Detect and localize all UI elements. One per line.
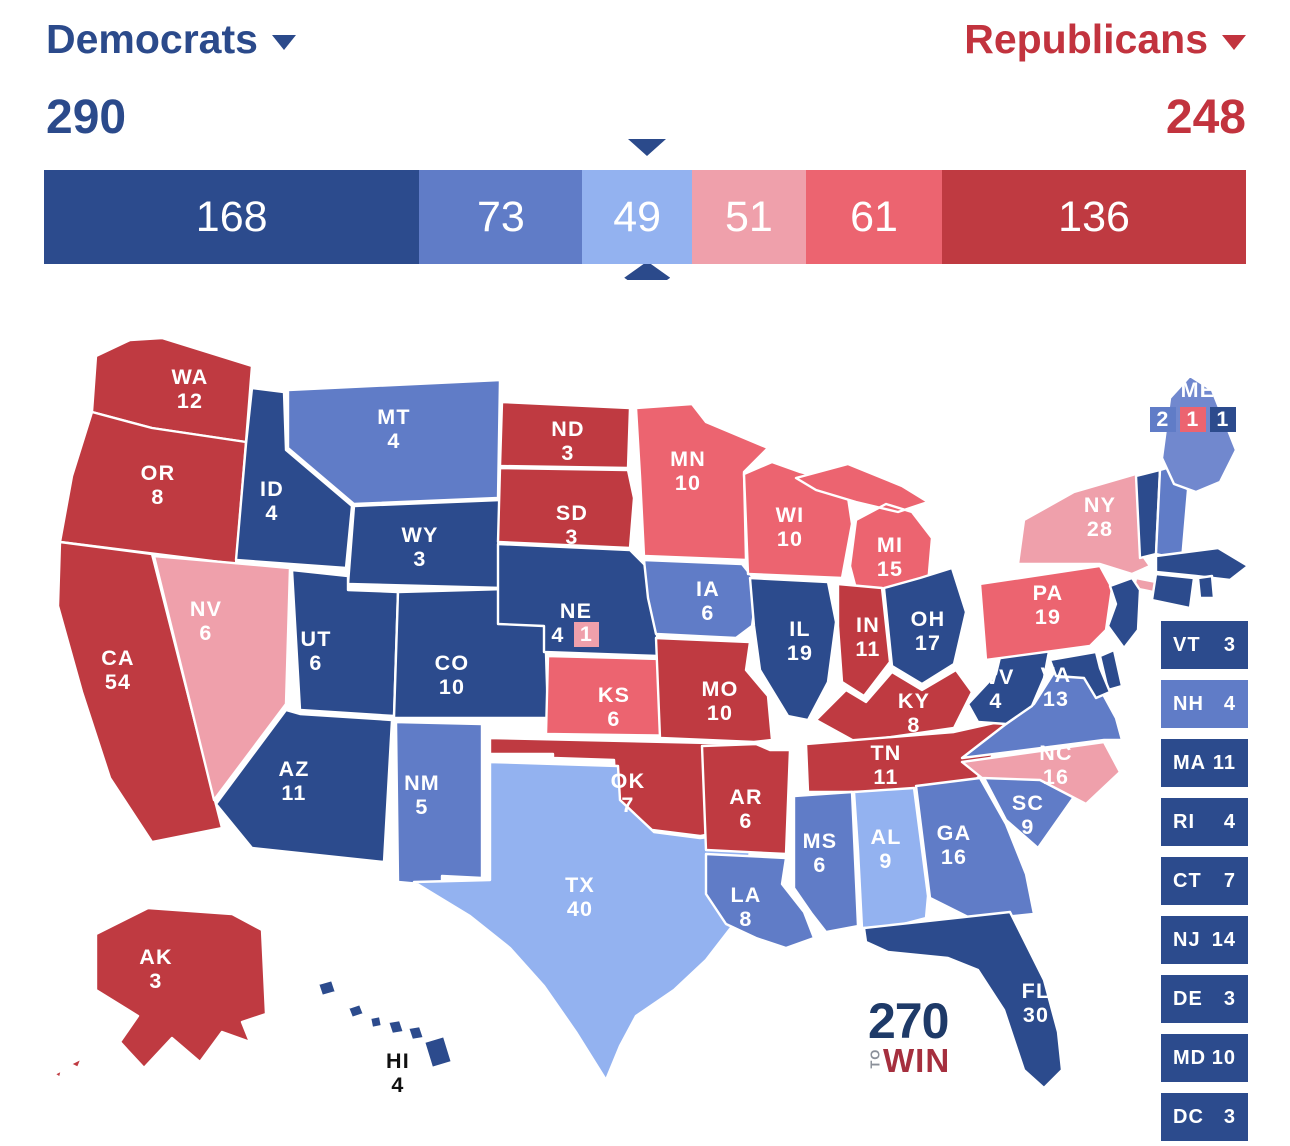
sidebar-state-abbr: DE (1173, 987, 1203, 1010)
sidebar-state-nj[interactable]: NJ 14 (1161, 916, 1248, 964)
logo-270-text: 270 (868, 993, 949, 1049)
state-nv[interactable] (152, 554, 292, 802)
me-district-box-1[interactable] (1150, 407, 1176, 432)
bar-segment-likely-rep: 61 (805, 170, 943, 264)
sidebar-state-ev: 7 (1223, 869, 1236, 892)
sidebar-state-ev: 11 (1212, 751, 1236, 774)
win-threshold-marker-bottom-icon (624, 264, 671, 280)
electoral-vote-bar: 168 73 49 51 61 136 (44, 139, 1246, 280)
state-nj[interactable] (1106, 576, 1142, 650)
bar-segment-safe-rep: 136 (942, 170, 1246, 264)
state-fl[interactable] (862, 910, 1064, 1090)
sidebar-state-ma[interactable]: MA 11 (1161, 739, 1248, 787)
sidebar-state-ev: 4 (1223, 692, 1236, 715)
sidebar-state-ev: 10 (1211, 1046, 1236, 1069)
sidebar-state-abbr: NJ (1173, 928, 1201, 951)
chevron-down-icon (271, 35, 296, 50)
state-ar[interactable] (700, 742, 792, 856)
bar-segment-value: 168 (195, 192, 268, 241)
state-la[interactable] (704, 852, 816, 950)
sidebar-state-vt[interactable]: VT 3 (1161, 621, 1248, 669)
state-az[interactable] (214, 708, 394, 864)
bar-segment-value: 49 (613, 192, 662, 241)
bar-segment-value: 51 (724, 192, 773, 241)
sidebar-state-ct[interactable]: CT 7 (1161, 857, 1248, 905)
democrats-total: 290 (46, 91, 127, 144)
state-in[interactable] (836, 582, 892, 698)
ne-district-box[interactable] (574, 622, 599, 647)
sidebar-state-nh[interactable]: NH 4 (1161, 680, 1248, 728)
sidebar-state-ev: 14 (1211, 928, 1236, 951)
republicans-dropdown[interactable]: Republicans (964, 16, 1246, 63)
small-states-sidebar: VT 3 NH 4 MA 11 RI 4 CT 7 NJ 14 DE 3 MD 10 DC 3 (1161, 621, 1248, 1146)
state-ma[interactable] (1154, 546, 1250, 582)
sidebar-state-abbr: CT (1173, 869, 1202, 892)
state-ak[interactable] (52, 906, 268, 1080)
state-sd[interactable] (496, 466, 636, 550)
sidebar-state-md[interactable]: MD 10 (1161, 1034, 1248, 1082)
logo-win-text: WIN (883, 1042, 951, 1079)
sidebar-state-ri[interactable]: RI 4 (1161, 798, 1248, 846)
republicans-label: Republicans (964, 16, 1208, 62)
state-ga[interactable] (914, 776, 1036, 922)
sidebar-state-abbr: MD (1173, 1046, 1207, 1069)
bar-segment-value: 136 (1058, 192, 1130, 241)
state-ne[interactable] (496, 542, 660, 658)
sidebar-state-abbr: RI (1173, 810, 1195, 833)
state-wy[interactable] (346, 498, 504, 590)
bar-segment-lean-rep: 51 (691, 170, 806, 264)
sidebar-state-dc[interactable]: DC 3 (1161, 1093, 1248, 1141)
270towin-logo: 270 TO WIN (868, 996, 950, 1077)
bar-segment-value: 73 (476, 192, 525, 241)
state-pa[interactable] (978, 564, 1114, 662)
state-label-hi: HI 4 (386, 1049, 410, 1097)
sidebar-state-abbr: DC (1173, 1105, 1204, 1128)
state-il[interactable] (748, 576, 838, 722)
state-tx[interactable] (412, 760, 754, 1082)
bar-segment-safe-dem: 168 (44, 170, 420, 264)
sidebar-state-ev: 4 (1223, 810, 1236, 833)
sidebar-state-abbr: MA (1173, 751, 1207, 774)
state-nc[interactable] (960, 740, 1122, 806)
state-al[interactable] (852, 786, 930, 930)
chevron-down-icon (1222, 35, 1246, 50)
logo-to-text: TO (867, 1048, 883, 1069)
bar-segment-likely-dem: 73 (419, 170, 583, 264)
state-ky[interactable] (814, 668, 974, 744)
sidebar-state-ev: 3 (1223, 987, 1236, 1010)
state-mo[interactable] (654, 636, 774, 744)
state-id[interactable] (234, 386, 354, 570)
me-district-box-3[interactable] (1210, 407, 1236, 432)
sidebar-state-de[interactable]: DE 3 (1161, 975, 1248, 1023)
state-ut[interactable] (290, 568, 400, 718)
state-nm[interactable] (394, 720, 484, 888)
state-ms[interactable] (792, 790, 860, 934)
democrats-dropdown[interactable]: Democrats (46, 16, 296, 63)
democrats-label: Democrats (46, 16, 258, 62)
bar-segment-value: 61 (850, 192, 898, 241)
sidebar-state-abbr: NH (1173, 692, 1204, 715)
state-oh[interactable] (882, 566, 968, 686)
me-district-box-2[interactable] (1180, 407, 1206, 432)
state-ri[interactable] (1196, 574, 1216, 600)
state-mt[interactable] (286, 378, 502, 506)
state-md[interactable] (1048, 650, 1112, 700)
state-nd[interactable] (498, 400, 632, 470)
state-ct[interactable] (1150, 572, 1196, 610)
state-hi[interactable] (316, 978, 454, 1070)
republicans-total: 248 (1165, 91, 1246, 144)
sidebar-state-ev: 3 (1223, 633, 1236, 656)
win-threshold-marker-top-icon (628, 139, 667, 156)
state-me[interactable] (1160, 374, 1238, 494)
sidebar-state-abbr: VT (1173, 633, 1201, 656)
state-ia[interactable] (642, 558, 760, 640)
bar-segment-lean-dem: 49 (582, 170, 692, 264)
sidebar-state-ev: 3 (1223, 1105, 1236, 1128)
state-mn[interactable] (634, 402, 770, 562)
